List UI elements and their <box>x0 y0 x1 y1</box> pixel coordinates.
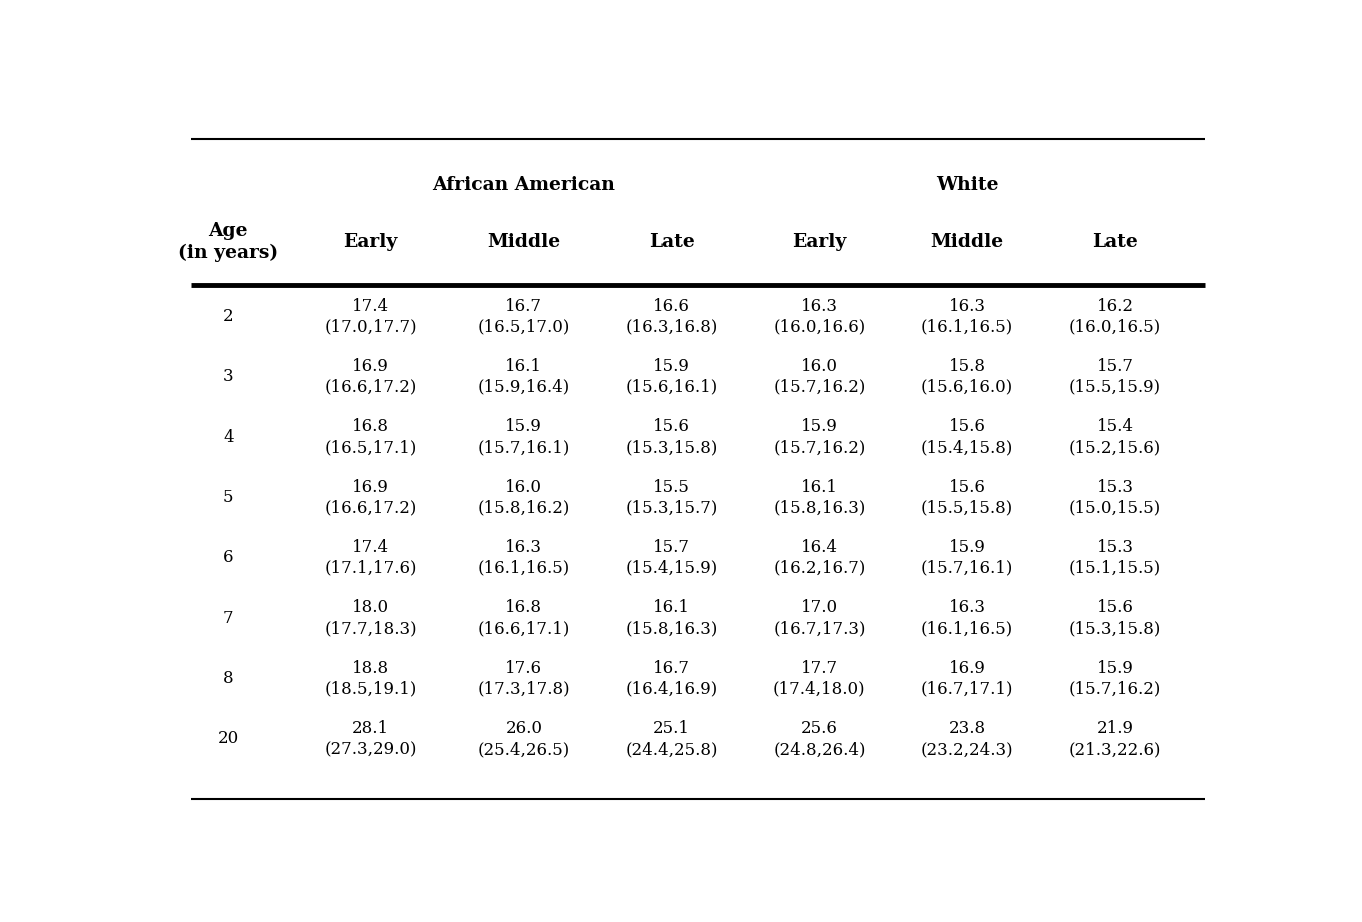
Text: 17.4
(17.1,17.6): 17.4 (17.1,17.6) <box>324 539 417 577</box>
Text: 21.9
(21.3,22.6): 21.9 (21.3,22.6) <box>1069 720 1162 758</box>
Text: 15.5
(15.3,15.7): 15.5 (15.3,15.7) <box>625 479 718 516</box>
Text: 16.6
(16.3,16.8): 16.6 (16.3,16.8) <box>625 298 718 336</box>
Text: 17.7
(17.4,18.0): 17.7 (17.4,18.0) <box>774 659 866 698</box>
Text: Middle: Middle <box>488 233 560 251</box>
Text: 2: 2 <box>223 308 234 325</box>
Text: 16.2
(16.0,16.5): 16.2 (16.0,16.5) <box>1069 298 1160 336</box>
Text: 23.8
(23.2,24.3): 23.8 (23.2,24.3) <box>921 720 1013 758</box>
Text: 5: 5 <box>223 489 233 506</box>
Text: 16.8
(16.6,17.1): 16.8 (16.6,17.1) <box>478 599 571 637</box>
Text: 25.1
(24.4,25.8): 25.1 (24.4,25.8) <box>625 720 718 758</box>
Text: 15.3
(15.0,15.5): 15.3 (15.0,15.5) <box>1069 479 1160 516</box>
Text: 16.9
(16.7,17.1): 16.9 (16.7,17.1) <box>921 659 1013 698</box>
Text: 28.1
(27.3,29.0): 28.1 (27.3,29.0) <box>324 720 417 758</box>
Text: 25.6
(24.8,26.4): 25.6 (24.8,26.4) <box>774 720 866 758</box>
Text: 4: 4 <box>223 429 234 445</box>
Text: 18.0
(17.7,18.3): 18.0 (17.7,18.3) <box>324 599 417 637</box>
Text: 15.6
(15.4,15.8): 15.6 (15.4,15.8) <box>921 419 1013 456</box>
Text: 16.9
(16.6,17.2): 16.9 (16.6,17.2) <box>324 479 417 516</box>
Text: 15.7
(15.5,15.9): 15.7 (15.5,15.9) <box>1069 358 1160 396</box>
Text: 15.9
(15.7,16.2): 15.9 (15.7,16.2) <box>1069 659 1162 698</box>
Text: 8: 8 <box>223 670 234 687</box>
Text: 16.3
(16.1,16.5): 16.3 (16.1,16.5) <box>478 539 569 577</box>
Text: 3: 3 <box>223 369 234 385</box>
Text: Early: Early <box>793 233 847 251</box>
Text: 17.0
(16.7,17.3): 17.0 (16.7,17.3) <box>774 599 866 637</box>
Text: 17.4
(17.0,17.7): 17.4 (17.0,17.7) <box>324 298 417 336</box>
Text: 15.6
(15.3,15.8): 15.6 (15.3,15.8) <box>1069 599 1162 637</box>
Text: 20: 20 <box>218 730 238 748</box>
Text: African American: African American <box>432 176 616 195</box>
Text: 6: 6 <box>223 550 233 566</box>
Text: 16.9
(16.6,17.2): 16.9 (16.6,17.2) <box>324 358 417 396</box>
Text: 16.1
(15.8,16.3): 16.1 (15.8,16.3) <box>774 479 866 516</box>
Text: 16.7
(16.5,17.0): 16.7 (16.5,17.0) <box>478 298 571 336</box>
Text: 15.6
(15.5,15.8): 15.6 (15.5,15.8) <box>921 479 1013 516</box>
Text: 16.1
(15.9,16.4): 16.1 (15.9,16.4) <box>478 358 569 396</box>
Text: 7: 7 <box>223 609 234 627</box>
Text: 15.4
(15.2,15.6): 15.4 (15.2,15.6) <box>1069 419 1160 456</box>
Text: 15.3
(15.1,15.5): 15.3 (15.1,15.5) <box>1069 539 1160 577</box>
Text: 16.3
(16.0,16.6): 16.3 (16.0,16.6) <box>774 298 865 336</box>
Text: Early: Early <box>343 233 398 251</box>
Text: 16.3
(16.1,16.5): 16.3 (16.1,16.5) <box>921 298 1013 336</box>
Text: 15.7
(15.4,15.9): 15.7 (15.4,15.9) <box>625 539 718 577</box>
Text: Late: Late <box>1092 233 1137 251</box>
Text: Late: Late <box>648 233 695 251</box>
Text: 17.6
(17.3,17.8): 17.6 (17.3,17.8) <box>478 659 571 698</box>
Text: 26.0
(25.4,26.5): 26.0 (25.4,26.5) <box>478 720 569 758</box>
Text: 15.9
(15.7,16.1): 15.9 (15.7,16.1) <box>478 419 571 456</box>
Text: 16.0
(15.7,16.2): 16.0 (15.7,16.2) <box>774 358 866 396</box>
Text: 16.0
(15.8,16.2): 16.0 (15.8,16.2) <box>478 479 571 516</box>
Text: 15.6
(15.3,15.8): 15.6 (15.3,15.8) <box>625 419 718 456</box>
Text: White: White <box>936 176 998 195</box>
Text: 16.8
(16.5,17.1): 16.8 (16.5,17.1) <box>324 419 417 456</box>
Text: 16.4
(16.2,16.7): 16.4 (16.2,16.7) <box>774 539 866 577</box>
Text: 16.1
(15.8,16.3): 16.1 (15.8,16.3) <box>625 599 718 637</box>
Text: 15.8
(15.6,16.0): 15.8 (15.6,16.0) <box>921 358 1013 396</box>
Text: Middle: Middle <box>930 233 1004 251</box>
Text: 16.7
(16.4,16.9): 16.7 (16.4,16.9) <box>625 659 718 698</box>
Text: 15.9
(15.6,16.1): 15.9 (15.6,16.1) <box>625 358 718 396</box>
Text: 15.9
(15.7,16.2): 15.9 (15.7,16.2) <box>774 419 866 456</box>
Text: 18.8
(18.5,19.1): 18.8 (18.5,19.1) <box>324 659 417 698</box>
Text: 16.3
(16.1,16.5): 16.3 (16.1,16.5) <box>921 599 1013 637</box>
Text: Age
(in years): Age (in years) <box>178 221 278 262</box>
Text: 15.9
(15.7,16.1): 15.9 (15.7,16.1) <box>921 539 1013 577</box>
